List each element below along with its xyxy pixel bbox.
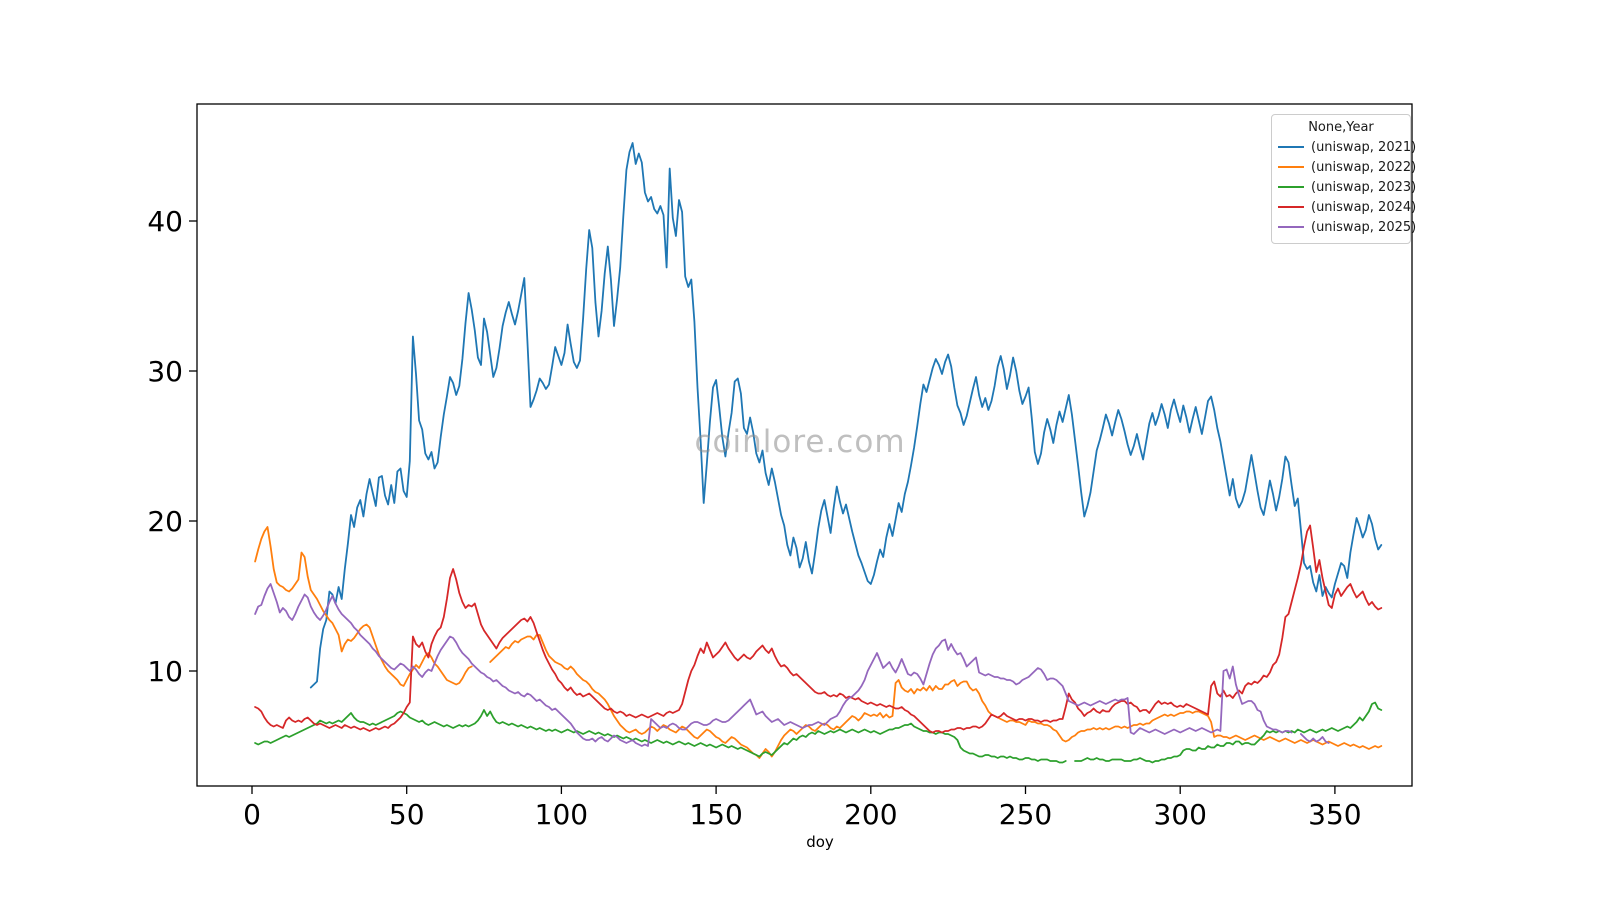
legend-line-swatch-2024 — [1278, 206, 1304, 208]
legend-label: (uniswap, 2021) — [1311, 139, 1417, 155]
legend-label: (uniswap, 2022) — [1311, 159, 1417, 175]
legend-entry: (uniswap, 2022) — [1278, 157, 1416, 177]
legend-entry: (uniswap, 2021) — [1278, 137, 1416, 157]
legend-line-swatch-2021 — [1278, 146, 1304, 148]
y-tick-label: 40 — [147, 205, 183, 238]
x-tick-label: 200 — [844, 798, 897, 831]
x-tick-label: 300 — [1153, 798, 1206, 831]
axis-tick-labels: 0 50 100 150 200 250 300 350 10 20 30 40 — [147, 205, 1361, 831]
x-tick-label: 0 — [243, 798, 261, 831]
series-lines — [254, 142, 1383, 764]
x-axis-label: doy — [806, 833, 834, 851]
axes-frame — [196, 103, 1413, 787]
y-tick-label: 10 — [147, 655, 183, 688]
x-tick-label: 50 — [389, 798, 425, 831]
legend-line-swatch-2022 — [1278, 166, 1304, 168]
axis-ticks — [189, 220, 1336, 794]
series-line-uniswap-2025 — [254, 583, 1330, 747]
y-tick-label: 30 — [147, 355, 183, 388]
legend-label: (uniswap, 2023) — [1311, 179, 1417, 195]
x-tick-label: 350 — [1308, 798, 1361, 831]
x-tick-label: 150 — [689, 798, 742, 831]
series-line-uniswap-2022 — [254, 526, 1383, 759]
series-line-uniswap-2021 — [309, 142, 1383, 689]
legend-line-swatch-2023 — [1278, 186, 1304, 188]
legend-label: (uniswap, 2025) — [1311, 219, 1417, 235]
legend-entry: (uniswap, 2024) — [1278, 197, 1416, 217]
series-line-uniswap-2023 — [254, 701, 1383, 764]
y-tick-label: 20 — [147, 505, 183, 538]
x-tick-label: 250 — [999, 798, 1052, 831]
x-tick-label: 100 — [535, 798, 588, 831]
legend-line-swatch-2025 — [1278, 226, 1304, 228]
legend-box: None,Year (uniswap, 2021) (uniswap, 2022… — [1271, 114, 1416, 244]
legend-label: (uniswap, 2024) — [1311, 199, 1417, 215]
legend-entry: (uniswap, 2023) — [1278, 177, 1416, 197]
series-line-uniswap-2024 — [254, 524, 1383, 734]
legend-title: None,Year — [1308, 120, 1374, 135]
legend-entry: (uniswap, 2025) — [1278, 217, 1416, 237]
